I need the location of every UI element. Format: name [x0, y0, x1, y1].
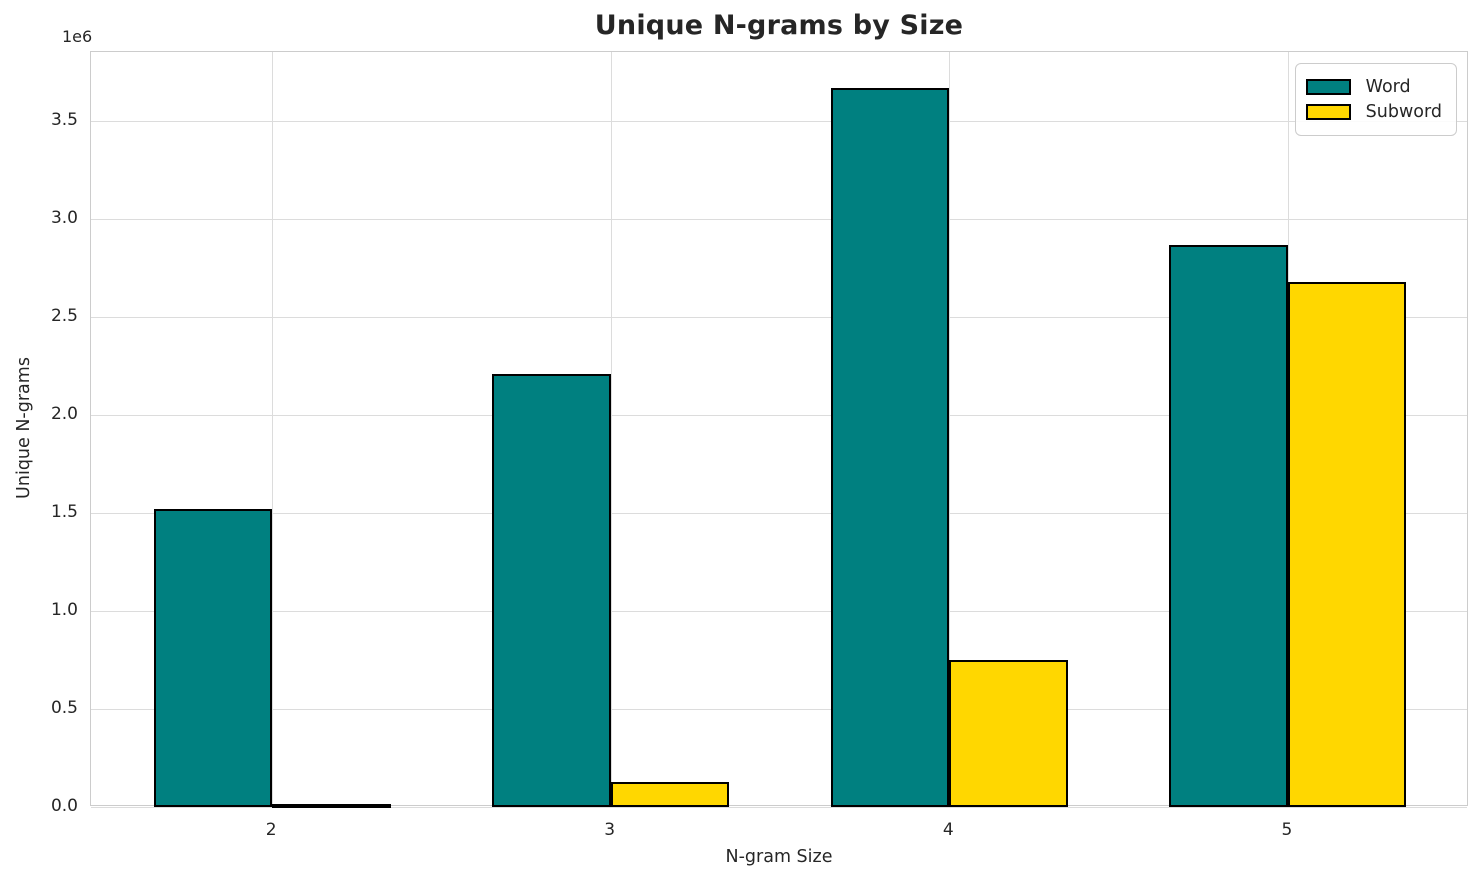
y-axis-offset-label: 1e6: [62, 27, 93, 46]
y-axis-label: Unique N-grams: [14, 357, 34, 499]
y-tick-label: 1.5: [50, 502, 78, 523]
y-tick-label: 2.0: [50, 404, 78, 425]
x-gridline: [272, 52, 274, 805]
x-gridline: [949, 52, 951, 805]
legend-entries: Word Subword: [1305, 77, 1442, 122]
bar-word-3: [492, 374, 611, 807]
bar-word-2: [153, 509, 273, 807]
y-tick-label: 2.5: [50, 306, 78, 327]
x-axis-label: N-gram Size: [725, 847, 833, 867]
y-gridline: [91, 807, 1467, 809]
y-tick-label: 0.5: [50, 698, 78, 719]
bar-subword-5: [1287, 281, 1407, 807]
legend-swatch-word: [1305, 79, 1351, 95]
x-tick-label: 5: [1281, 820, 1293, 840]
y-gridline: [91, 317, 1467, 319]
x-tick-label: 3: [604, 820, 616, 840]
y-gridline: [91, 415, 1467, 417]
bar-word-4: [830, 88, 950, 807]
legend-swatch-subword: [1305, 104, 1351, 120]
plot-area: Word Subword: [90, 51, 1468, 809]
y-tick-label: 3.0: [50, 208, 78, 229]
y-tick-label: 3.5: [50, 110, 78, 131]
bar-subword-4: [949, 660, 1068, 807]
y-tick-label: 0.0: [50, 796, 78, 816]
y-tick-label: 1.0: [50, 600, 78, 621]
y-gridline: [91, 121, 1467, 123]
chart-title: Unique N-grams by Size: [594, 10, 964, 41]
legend: Word Subword: [1294, 63, 1457, 136]
y-gridline: [91, 513, 1467, 515]
legend-label: Subword: [1365, 102, 1442, 122]
y-gridline: [91, 611, 1467, 613]
x-tick-label: 2: [265, 820, 277, 840]
y-gridline: [91, 709, 1467, 711]
x-gridline: [610, 52, 612, 805]
bar-subword-3: [610, 781, 730, 807]
x-tick-label: 4: [942, 820, 954, 840]
y-gridline: [91, 219, 1467, 221]
legend-label: Word: [1365, 77, 1411, 97]
legend-entry: Word: [1305, 77, 1442, 97]
legend-entry: Subword: [1305, 102, 1442, 122]
bar-subword-2: [272, 803, 391, 808]
bar-word-5: [1169, 244, 1288, 807]
